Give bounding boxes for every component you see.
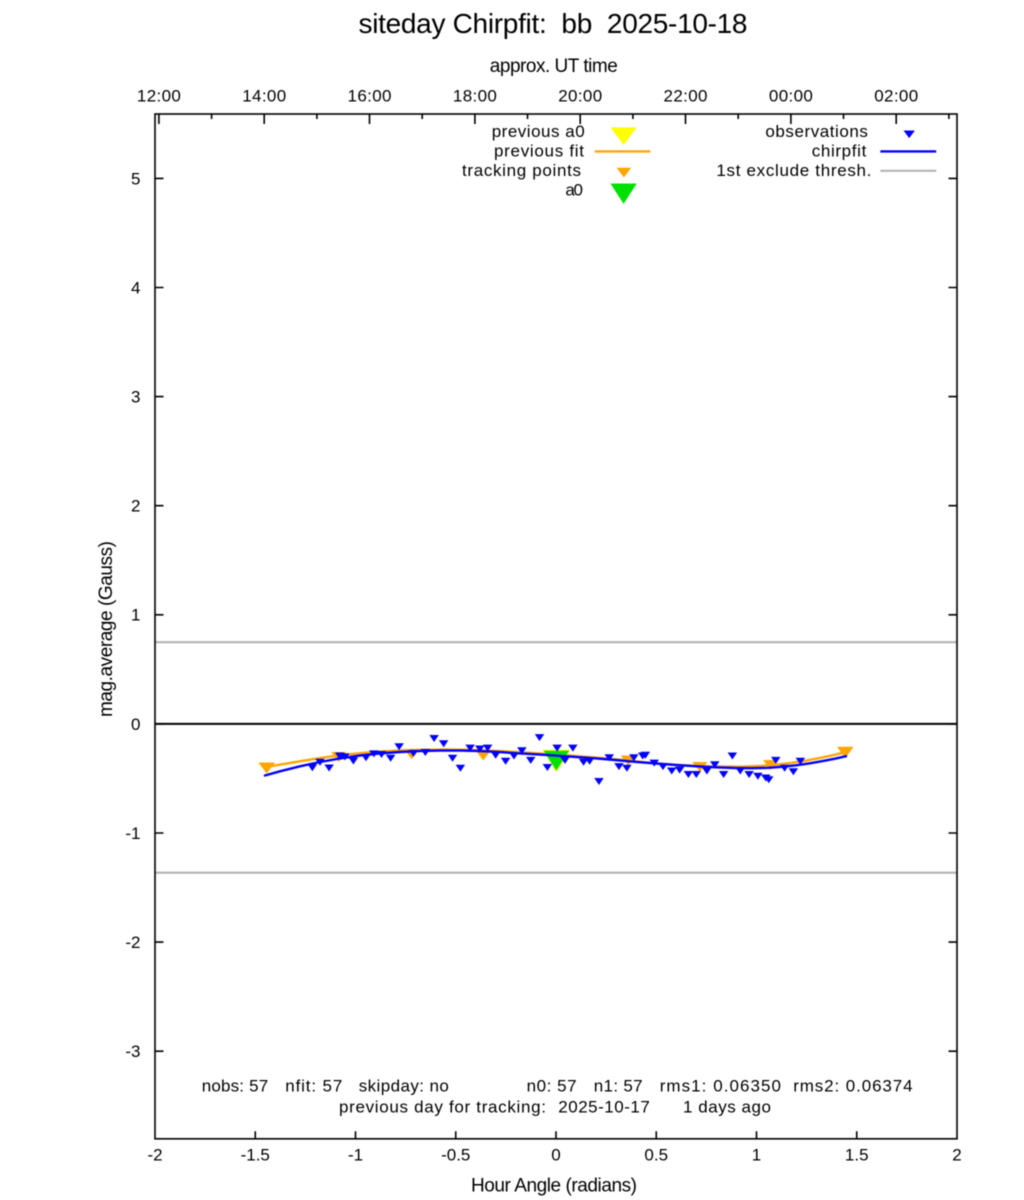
svg-text:Hour Angle (radians): Hour Angle (radians) <box>471 1175 637 1196</box>
svg-text:tracking points: tracking points <box>462 161 581 180</box>
svg-text:14:00: 14:00 <box>242 87 286 106</box>
svg-text:2: 2 <box>952 1145 961 1164</box>
svg-text:0.5: 0.5 <box>644 1145 668 1164</box>
svg-text:previous a0: previous a0 <box>492 122 585 141</box>
svg-text:approx. UT time: approx. UT time <box>490 56 618 77</box>
svg-text:n1: 57: n1: 57 <box>594 1076 643 1095</box>
svg-text:chirpfit: chirpfit <box>812 141 867 160</box>
svg-text:18:00: 18:00 <box>453 87 497 106</box>
svg-text:1 days ago: 1 days ago <box>683 1097 771 1116</box>
svg-text:00:00: 00:00 <box>769 87 813 106</box>
svg-text:0: 0 <box>551 1145 560 1164</box>
svg-text:mag.average (Gauss): mag.average (Gauss) <box>96 541 117 717</box>
svg-text:1st exclude thresh.: 1st exclude thresh. <box>716 161 871 180</box>
svg-text:16:00: 16:00 <box>348 87 392 106</box>
svg-text:3: 3 <box>131 388 140 407</box>
svg-text:siteday Chirpfit: bb 2025-10: siteday Chirpfit: bb 2025-10-18 <box>359 8 748 39</box>
svg-text:0: 0 <box>131 715 140 734</box>
svg-text:-0.5: -0.5 <box>441 1145 470 1164</box>
svg-text:-3: -3 <box>125 1042 140 1061</box>
svg-text:5: 5 <box>131 169 140 188</box>
svg-text:-2: -2 <box>147 1145 162 1164</box>
svg-text:previous day for tracking:: previous day for tracking: <box>339 1097 546 1116</box>
svg-text:-1: -1 <box>348 1145 363 1164</box>
svg-text:1: 1 <box>752 1145 761 1164</box>
svg-text:-1: -1 <box>125 824 140 843</box>
svg-text:02:00: 02:00 <box>874 87 918 106</box>
svg-text:4: 4 <box>131 278 140 297</box>
svg-text:-2: -2 <box>125 933 140 952</box>
svg-text:observations: observations <box>765 122 868 141</box>
svg-text:1: 1 <box>131 606 140 625</box>
svg-text:rms1: 0.06350: rms1: 0.06350 <box>660 1076 781 1095</box>
svg-text:20:00: 20:00 <box>558 87 602 106</box>
svg-text:nobs: 57: nobs: 57 <box>202 1076 269 1095</box>
svg-text:nfit: 57: nfit: 57 <box>285 1076 342 1095</box>
svg-text:2025-10-17: 2025-10-17 <box>558 1097 650 1116</box>
svg-text:previous fit: previous fit <box>494 141 584 160</box>
svg-text:skipday: no: skipday: no <box>359 1076 449 1095</box>
svg-text:a0: a0 <box>565 181 583 200</box>
svg-text:2: 2 <box>131 497 140 516</box>
svg-text:22:00: 22:00 <box>664 87 708 106</box>
svg-text:rms2: 0.06374: rms2: 0.06374 <box>793 1076 912 1095</box>
svg-text:-1.5: -1.5 <box>241 1145 270 1164</box>
svg-text:n0: 57: n0: 57 <box>527 1076 577 1095</box>
svg-text:1.5: 1.5 <box>845 1145 869 1164</box>
svg-text:12:00: 12:00 <box>137 87 181 106</box>
